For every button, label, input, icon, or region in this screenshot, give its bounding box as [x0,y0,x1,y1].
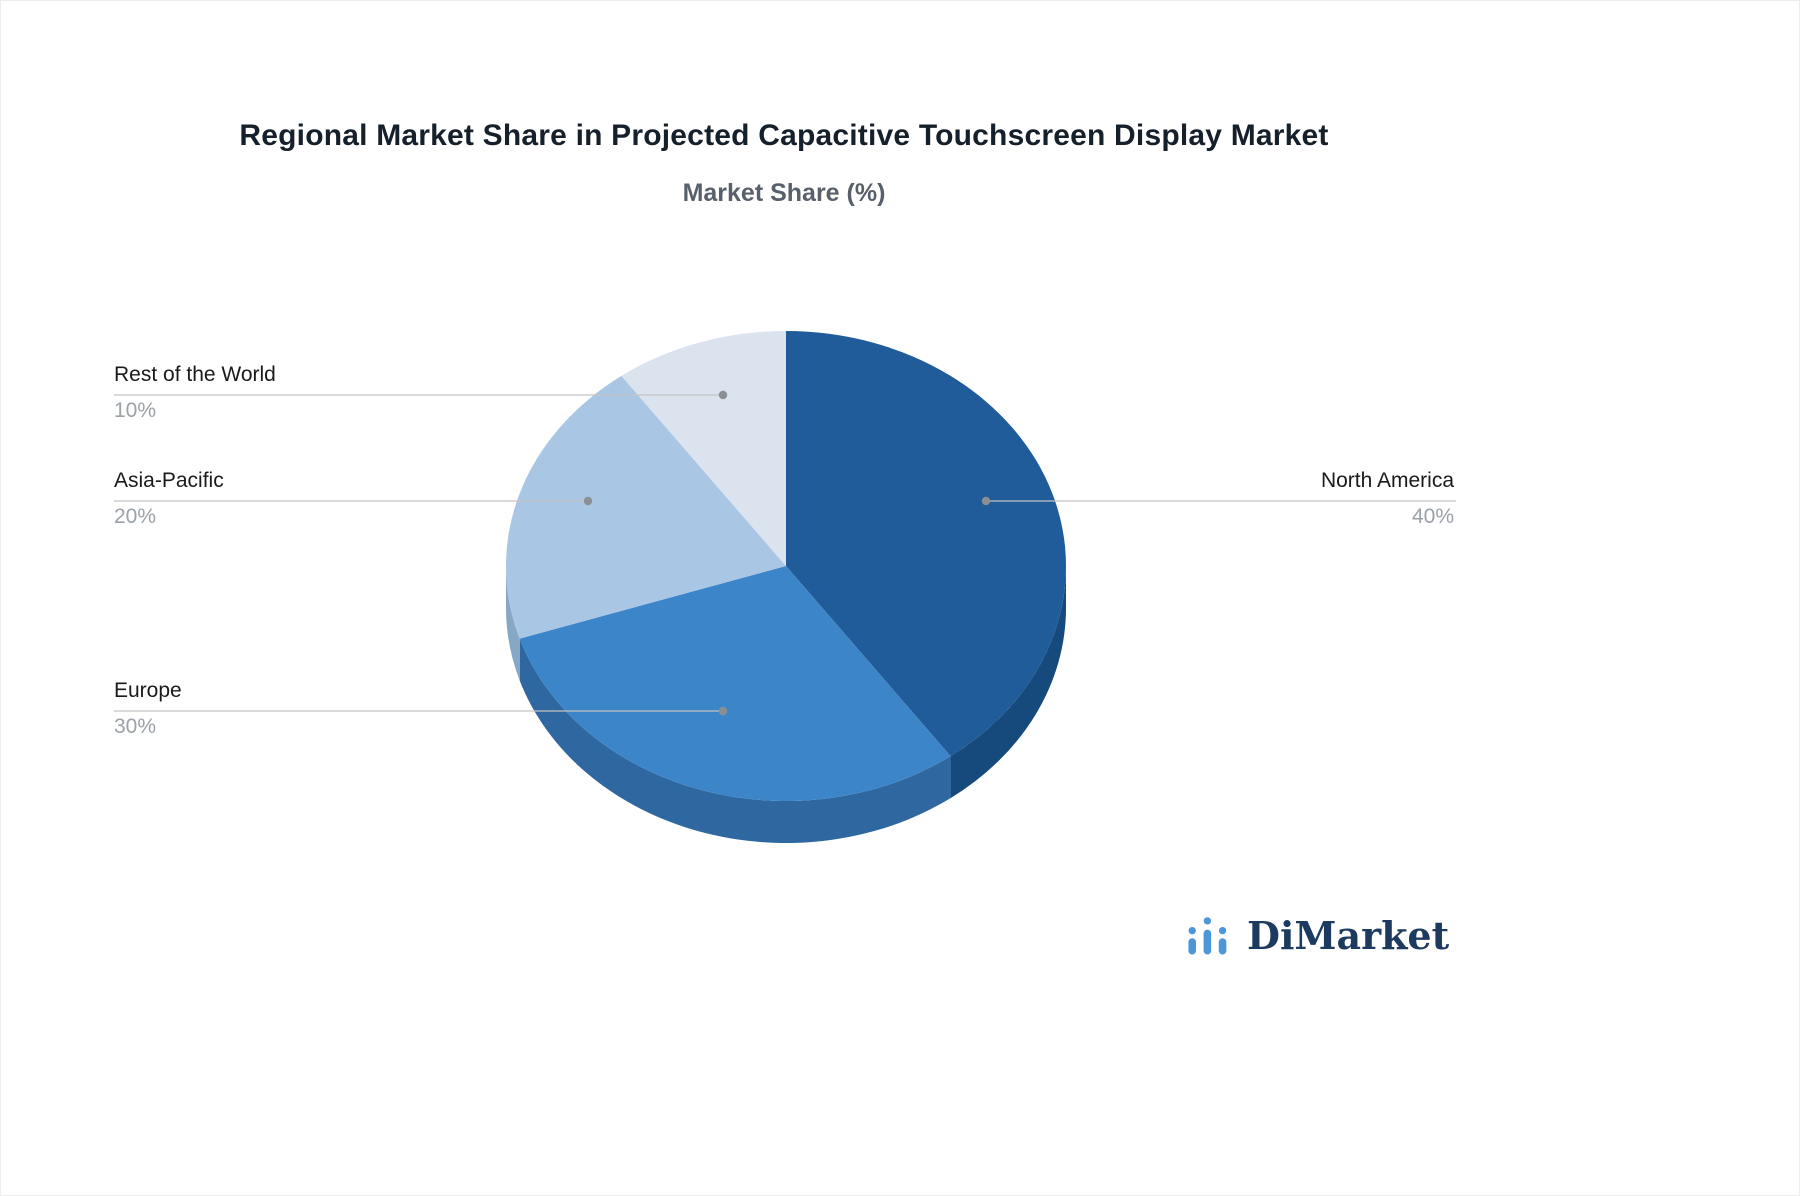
chart-header: Regional Market Share in Projected Capac… [1,119,1567,208]
label-rest-of-the-world: Rest of the World 10% [114,363,276,423]
label-europe: Europe 30% [114,679,182,739]
label-value: 20% [114,505,157,528]
pie-slice-asia-pacific[interactable] [506,375,786,639]
label-name: Europe [114,679,182,702]
label-north-america: North America 40% [1321,469,1454,529]
pie-slice-side-europe [519,638,951,844]
pie-slice-side-north-america [950,566,1066,799]
leader-dot-europe [718,706,728,716]
label-value: 30% [114,715,157,738]
chart-subtitle: Market Share (%) [682,179,886,207]
label-name: Rest of the World [114,363,276,386]
leader-dot-asia-pacific [583,496,593,506]
pie-slice-north-america[interactable] [786,331,1066,757]
chart-title: Regional Market Share in Projected Capac… [239,119,1329,152]
label-name: Asia-Pacific [114,469,224,492]
pie-slice-side-asia-pacific [506,566,520,681]
label-asia-pacific: Asia-Pacific 20% [114,469,224,529]
pie-slice-europe[interactable] [519,566,951,802]
label-value: 10% [114,399,157,422]
label-value: 40% [1411,505,1454,528]
leader-dot-north-america [981,496,991,506]
leader-dot-rest-of-the-world [718,390,728,400]
dimarket-logo: DiMarket [1183,907,1449,963]
label-name: North America [1320,469,1454,492]
pie-slice-rest-of-the-world[interactable] [621,331,786,566]
dimarket-logo-text: DiMarket [1247,912,1450,958]
dimarket-logo-icon [1188,917,1227,955]
